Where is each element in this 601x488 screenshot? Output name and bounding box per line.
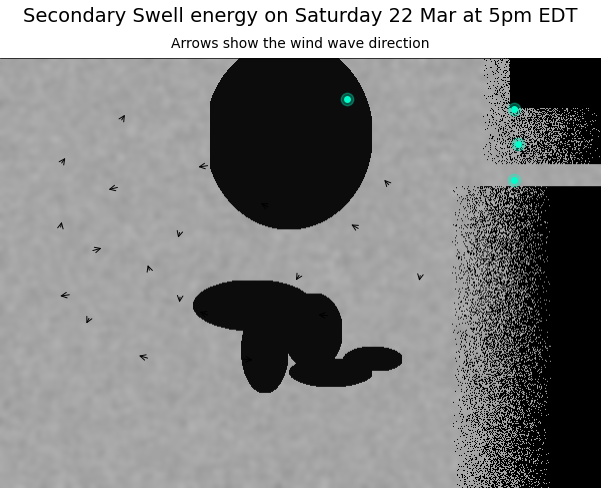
Text: Arrows show the wind wave direction: Arrows show the wind wave direction — [171, 37, 430, 51]
Text: Secondary Swell energy on Saturday 22 Mar at 5pm EDT: Secondary Swell energy on Saturday 22 Ma… — [23, 7, 578, 26]
